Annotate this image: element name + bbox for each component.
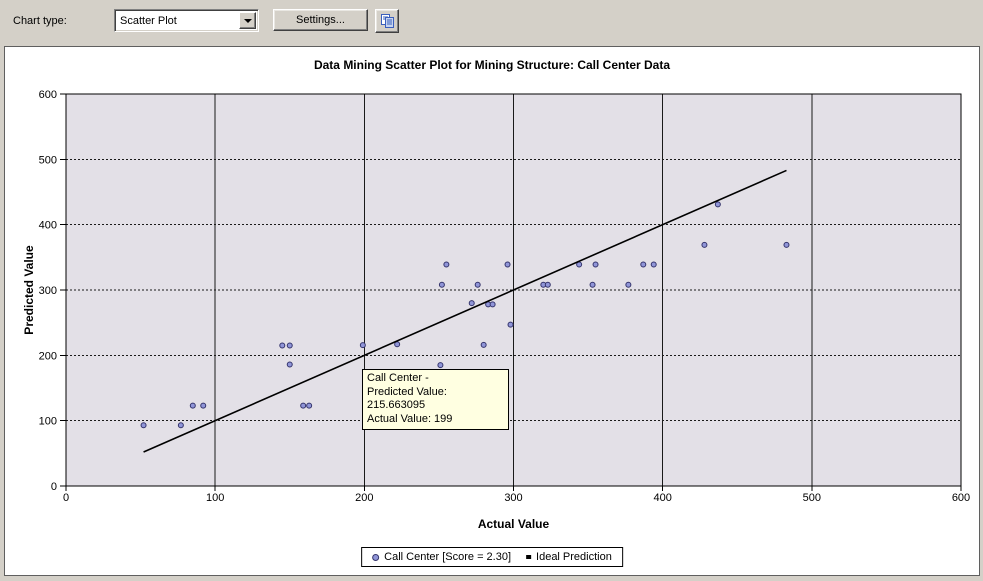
scatter-point[interactable]: [589, 281, 596, 288]
x-tick-label: 600: [952, 492, 970, 504]
scatter-point[interactable]: [701, 241, 708, 248]
x-tick-label: 400: [653, 492, 671, 504]
scatter-point[interactable]: [437, 362, 444, 369]
legend-label-ideal-prediction: Ideal Prediction: [536, 551, 612, 563]
scatter-point[interactable]: [359, 342, 366, 349]
scatter-point[interactable]: [189, 402, 196, 409]
x-tick-label: 500: [803, 492, 821, 504]
scatter-point[interactable]: [300, 402, 307, 409]
chart-type-combobox[interactable]: Scatter Plot: [114, 9, 259, 32]
y-tick-label: 400: [39, 220, 57, 232]
scatter-point[interactable]: [650, 261, 657, 268]
tooltip-line-predicted: Predicted Value: 215.663095: [367, 385, 447, 412]
tooltip: Call Center - Predicted Value: 215.66309…: [362, 369, 509, 430]
chart-title: Data Mining Scatter Plot for Mining Stru…: [313, 58, 671, 72]
y-tick-label: 600: [39, 89, 57, 101]
scatter-point[interactable]: [438, 281, 445, 288]
x-tick-label: 0: [63, 492, 69, 504]
legend-label-call-center: Call Center [Score = 2.30]: [384, 551, 512, 563]
scatter-point[interactable]: [544, 281, 551, 288]
tooltip-line-actual: Actual Value: 199: [367, 412, 453, 425]
scatter-chart: 0 100 200 300 400 500 600 0 100 200 300 400 500 600: [39, 89, 971, 504]
scatter-point[interactable]: [714, 201, 721, 208]
scatter-point[interactable]: [480, 341, 487, 348]
tooltip-line-series: Call Center -: [367, 372, 429, 384]
chart-type-value: Scatter Plot: [120, 14, 177, 27]
scatter-point[interactable]: [474, 281, 481, 288]
scatter-point[interactable]: [286, 342, 293, 349]
x-tick-label: 300: [504, 492, 522, 504]
y-tick-label: 300: [39, 285, 57, 297]
y-axis-label: Predicted Value: [22, 245, 36, 335]
y-tick-label: 500: [39, 154, 57, 166]
scatter-point[interactable]: [306, 402, 313, 409]
scatter-point[interactable]: [507, 321, 514, 328]
scatter-point[interactable]: [489, 301, 496, 308]
legend-item-ideal-prediction: Ideal Prediction: [526, 551, 612, 563]
scatter-point[interactable]: [640, 261, 647, 268]
chart-panel: 0 100 200 300 400 500 600 0 100 200 300 400 500 600 D…: [4, 46, 980, 576]
ideal-prediction-line: [143, 169, 787, 453]
scatter-point[interactable]: [279, 342, 286, 349]
y-tick-label: 100: [39, 416, 57, 428]
scatter-point[interactable]: [783, 241, 790, 248]
copy-icon: [380, 13, 394, 28]
y-tick-label: 200: [39, 350, 57, 362]
scatter-point[interactable]: [592, 261, 599, 268]
legend: Call Center [Score = 2.30] Ideal Predict…: [361, 547, 623, 567]
x-tick-label: 100: [206, 492, 224, 504]
legend-marker-call-center-icon: [372, 553, 380, 561]
scatter-point[interactable]: [177, 422, 184, 429]
x-tick-label: 200: [355, 492, 373, 504]
scatter-point[interactable]: [468, 300, 475, 307]
y-tick-label: 0: [51, 481, 57, 493]
chart-type-label: Chart type:: [13, 15, 67, 27]
chevron-down-icon: [243, 18, 252, 23]
legend-item-call-center: Call Center [Score = 2.30]: [372, 551, 511, 563]
scatter-point[interactable]: [625, 281, 632, 288]
scatter-point[interactable]: [140, 422, 147, 429]
scatter-point[interactable]: [443, 261, 450, 268]
settings-button[interactable]: Settings...: [273, 9, 368, 31]
scatter-point[interactable]: [504, 261, 511, 268]
combobox-dropdown-button[interactable]: [239, 12, 256, 29]
legend-marker-ideal-prediction-icon: [526, 555, 532, 559]
scatter-point[interactable]: [200, 402, 207, 409]
copy-button[interactable]: [375, 9, 399, 33]
scatter-point[interactable]: [286, 361, 293, 368]
x-axis-label: Actual Value: [477, 517, 550, 531]
